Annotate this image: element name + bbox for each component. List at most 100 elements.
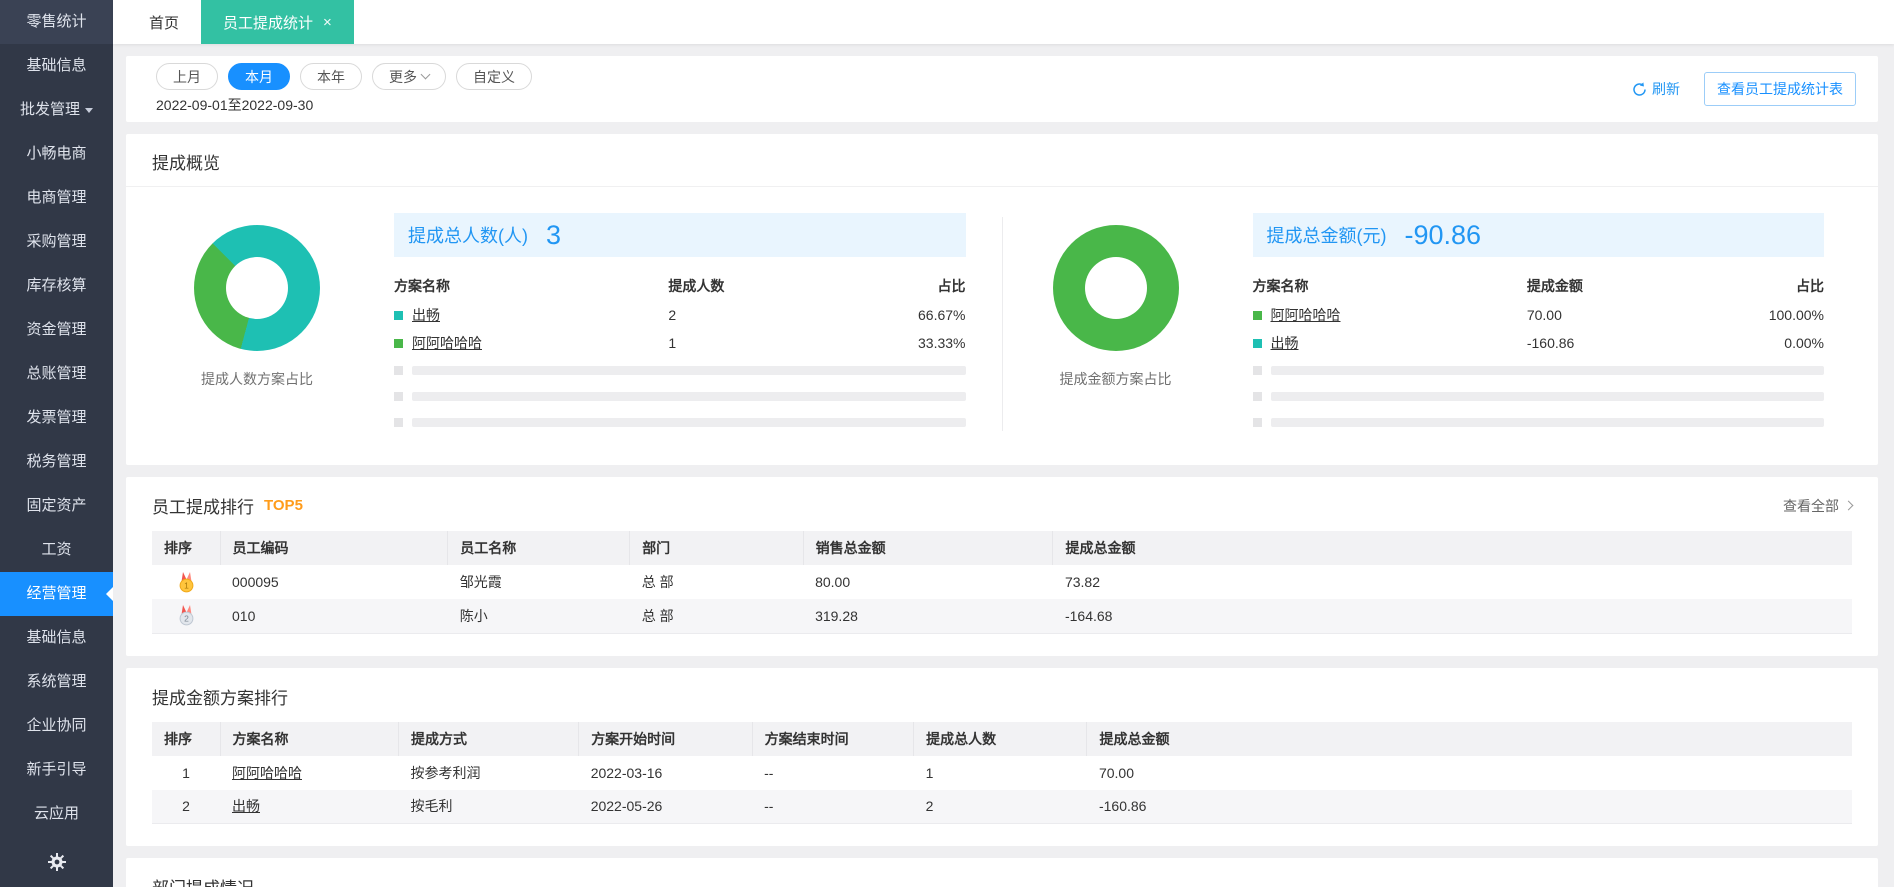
percentage-value: 33.33%: [918, 335, 966, 351]
close-icon[interactable]: ×: [323, 13, 332, 31]
sidebar-item-label: 经营管理: [26, 585, 87, 602]
placeholder-row: [394, 357, 966, 383]
sidebar-item-basic-info-2[interactable]: 基础信息: [0, 616, 113, 660]
cell-start-time: 2022-03-16: [590, 764, 663, 781]
tab-label: 首页: [149, 14, 180, 32]
plan-name-link[interactable]: 出畅: [232, 798, 260, 815]
tab-employee-commission-stats[interactable]: 员工提成统计 ×: [201, 0, 354, 44]
cell-total-commission: 73.82: [1064, 574, 1101, 590]
sidebar-item-label: 采购管理: [26, 233, 87, 250]
column-header-method: 提成方式: [398, 721, 580, 756]
settings-gear-button[interactable]: [0, 837, 113, 887]
plan-name-link[interactable]: 阿阿哈哈哈: [232, 764, 302, 781]
vertical-divider: [1001, 217, 1003, 431]
filter-more-button[interactable]: 更多: [372, 63, 446, 90]
legend-row: 阿阿哈哈哈 70.00 100.00%: [1252, 301, 1824, 329]
stat-label: 提成总金额(元): [1266, 226, 1387, 246]
table-row: 1 阿阿哈哈哈 按参考利润 2022-03-16 -- 1 70.00: [152, 756, 1852, 790]
column-header-total-commission: 提成总金额: [1052, 531, 1852, 565]
headcount-value: 2: [668, 307, 677, 323]
sidebar-item-cloud-apps[interactable]: 云应用: [0, 792, 113, 836]
amount-donut-caption: 提成金额方案占比: [1059, 371, 1172, 387]
refresh-label: 刷新: [1652, 81, 1680, 97]
amount-stat-header: 提成总金额(元) -90.86: [1252, 213, 1824, 257]
cell-total-people: 1: [925, 764, 934, 781]
amount-overview-panel: 提成金额方案占比 提成总金额(元) -90.86 方案名称 提成金额 占比: [1011, 213, 1853, 435]
legend-swatch-green: [394, 338, 403, 348]
placeholder-bar: [1270, 365, 1824, 375]
sidebar-item-fixed-assets[interactable]: 固定资产: [0, 484, 113, 528]
plan-ranking-title: 提成金额方案排行: [152, 688, 288, 708]
table-header-row: 排序 方案名称 提成方式 方案开始时间 方案结束时间 提成总人数 提成总金额: [152, 721, 1852, 756]
sidebar-item-label: 工资: [41, 541, 72, 558]
sidebar-item-beginner-guide[interactable]: 新手引导: [0, 748, 113, 792]
legend-row: 阿阿哈哈哈 1 33.33%: [394, 329, 966, 357]
plan-name-link[interactable]: 出畅: [1270, 335, 1299, 351]
percentage-value: 0.00%: [1784, 335, 1824, 351]
legend-swatch-teal: [394, 310, 403, 320]
stat-value: 3: [546, 219, 562, 250]
filter-custom-button[interactable]: 自定义: [456, 63, 532, 90]
main-area: 首页 员工提成统计 × 上月 本月 本年 更多 自定义 2022-09-01至2…: [113, 0, 1894, 887]
sidebar-item-label: 零售统计: [26, 13, 87, 30]
legend-table-header: 方案名称 提成人数 占比: [394, 271, 966, 301]
plan-ranking-section: 提成金额方案排行 排序 方案名称 提成方式 方案开始时间 方案结束时间 提成总人…: [126, 667, 1878, 846]
sidebar-item-basic-info[interactable]: 基础信息: [0, 44, 113, 88]
table-header-row: 排序 员工编码 员工名称 部门 销售总金额 提成总金额: [152, 531, 1852, 565]
svg-text:1: 1: [184, 580, 189, 590]
filter-this-month-button[interactable]: 本月: [228, 63, 290, 90]
percentage-value: 66.67%: [918, 307, 966, 323]
placeholder-row: [1252, 409, 1824, 435]
sidebar-item-tax[interactable]: 税务管理: [0, 440, 113, 484]
stat-value: -90.86: [1404, 219, 1482, 250]
cell-start-time: 2022-05-26: [590, 798, 663, 815]
cell-total-commission: -164.68: [1064, 607, 1113, 624]
column-header-total-amount: 提成总金额: [1086, 721, 1852, 756]
view-all-link[interactable]: 查看全部: [1783, 496, 1854, 516]
cell-total-sales: 319.28: [815, 607, 858, 624]
filter-this-year-button[interactable]: 本年: [300, 63, 362, 90]
cell-method: 按参考利润: [410, 764, 481, 781]
column-amount: 提成金额: [1526, 278, 1583, 294]
refresh-button[interactable]: 刷新: [1632, 79, 1680, 99]
sidebar-item-operations-active[interactable]: 经营管理: [0, 572, 113, 616]
sidebar-item-retail-stats[interactable]: 零售统计: [0, 0, 113, 44]
column-header-total-sales: 销售总金额: [803, 531, 1054, 565]
sidebar-item-invoice[interactable]: 发票管理: [0, 396, 113, 440]
employee-ranking-title: 员工提成排行: [152, 498, 254, 517]
filter-bar: 上月 本月 本年 更多 自定义 2022-09-01至2022-09-30: [126, 56, 1878, 122]
filter-last-month-button[interactable]: 上月: [156, 63, 218, 90]
sidebar-item-label: 电商管理: [26, 189, 87, 206]
legend-row: 出畅 -160.86 0.00%: [1252, 329, 1824, 357]
legend-table-header: 方案名称 提成金额 占比: [1253, 271, 1825, 301]
legend-row: 出畅 2 66.67%: [394, 301, 966, 329]
plan-name-link[interactable]: 出畅: [412, 307, 440, 323]
sidebar-item-label: 系统管理: [26, 673, 87, 690]
view-commission-table-button[interactable]: 查看员工提成统计表: [1704, 72, 1856, 106]
column-percentage: 占比: [937, 278, 966, 294]
sidebar-item-xiaochang-ecommerce[interactable]: 小畅电商: [0, 132, 113, 176]
date-range-text: 2022-09-01至2022-09-30: [156, 97, 314, 113]
sidebar-item-purchasing[interactable]: 采购管理: [0, 220, 113, 264]
tab-home[interactable]: 首页: [127, 0, 201, 44]
sidebar-item-label: 云应用: [33, 805, 79, 822]
plan-name-link[interactable]: 阿阿哈哈哈: [1270, 307, 1341, 323]
sidebar-item-inventory[interactable]: 库存核算: [0, 264, 113, 308]
sidebar-item-wholesale[interactable]: 批发管理: [0, 88, 113, 132]
placeholder-swatch: [1252, 391, 1262, 401]
plan-name-link[interactable]: 阿阿哈哈哈: [412, 335, 482, 351]
sidebar-item-system[interactable]: 系统管理: [0, 660, 113, 704]
sidebar-item-label: 新手引导: [26, 761, 87, 778]
sidebar-item-payroll[interactable]: 工资: [0, 528, 113, 572]
sidebar-item-funds[interactable]: 资金管理: [0, 308, 113, 352]
cell-total-people: 2: [925, 798, 934, 815]
cell-end-time: --: [764, 764, 774, 781]
placeholder-bar: [1270, 391, 1824, 401]
silver-medal-icon: 2: [179, 605, 193, 626]
stat-label: 提成总人数(人): [408, 226, 528, 246]
sidebar-item-general-ledger[interactable]: 总账管理: [0, 352, 113, 396]
sidebar-item-enterprise-collab[interactable]: 企业协同: [0, 704, 113, 748]
column-plan-name: 方案名称: [1252, 278, 1309, 294]
sidebar-item-ecommerce[interactable]: 电商管理: [0, 176, 113, 220]
amount-value: 70.00: [1526, 307, 1562, 323]
